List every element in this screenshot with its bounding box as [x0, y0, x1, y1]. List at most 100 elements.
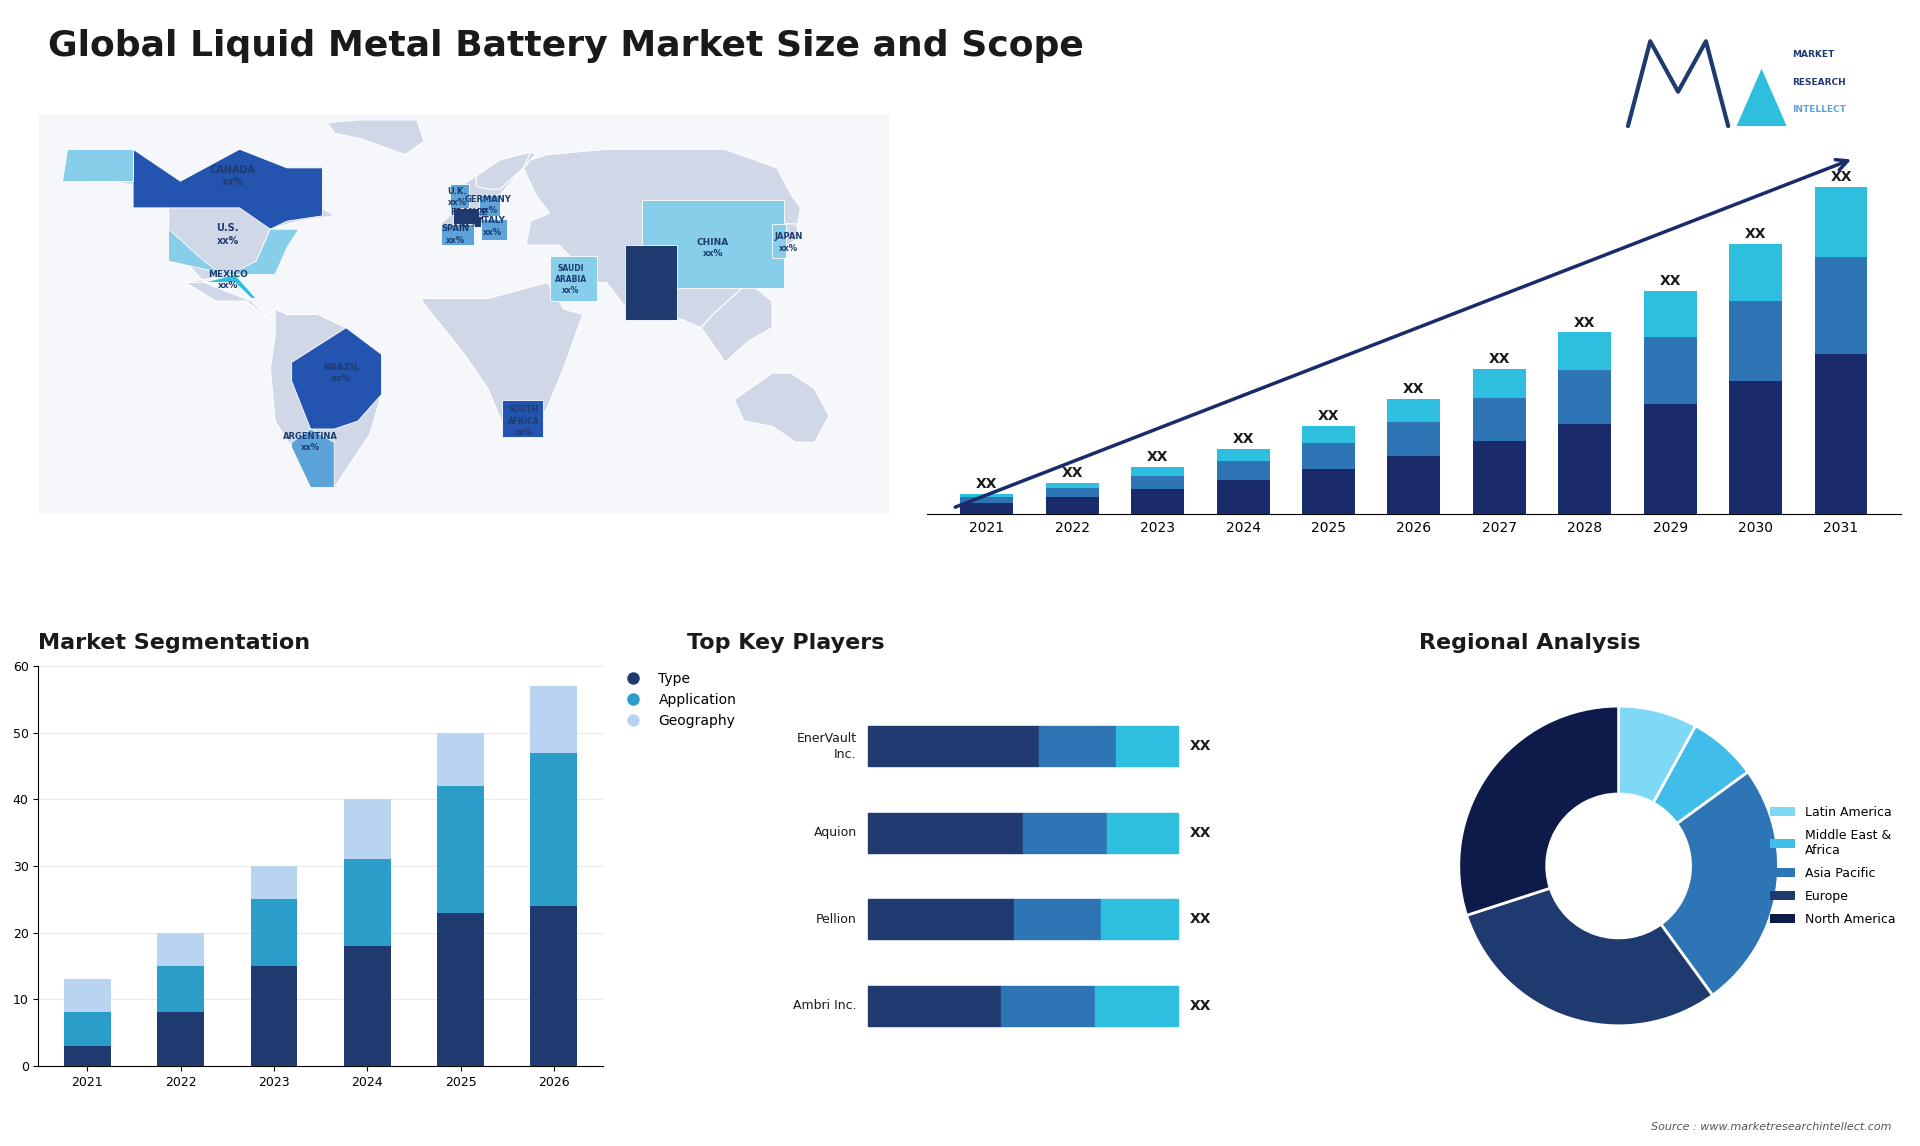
Polygon shape: [549, 256, 597, 301]
Text: XX: XX: [1190, 999, 1212, 1013]
Polygon shape: [61, 149, 132, 181]
Bar: [1388, 455, 1440, 515]
Bar: [1559, 424, 1611, 515]
Bar: [1473, 369, 1526, 398]
Bar: [1814, 354, 1868, 515]
Bar: [868, 813, 1023, 853]
Polygon shape: [292, 429, 334, 487]
Text: XX: XX: [1659, 274, 1680, 288]
Bar: [1039, 727, 1116, 766]
Text: U.K.
xx%: U.K. xx%: [447, 187, 467, 207]
Bar: [1730, 244, 1782, 300]
Bar: [252, 966, 298, 1066]
Polygon shape: [169, 229, 300, 274]
Text: XX: XX: [1830, 170, 1851, 183]
Bar: [1046, 482, 1098, 488]
Text: INDIA
xx%: INDIA xx%: [637, 273, 666, 292]
Bar: [1094, 986, 1179, 1026]
Text: JAPAN
xx%: JAPAN xx%: [774, 233, 803, 252]
Bar: [438, 732, 484, 786]
Polygon shape: [132, 149, 323, 229]
Text: XX: XX: [1190, 739, 1212, 753]
Bar: [960, 503, 1014, 515]
Polygon shape: [478, 195, 499, 215]
Text: Source : www.marketresearchintellect.com: Source : www.marketresearchintellect.com: [1651, 1122, 1891, 1132]
Text: MARKET: MARKET: [1791, 50, 1834, 60]
Text: XX: XX: [1488, 352, 1509, 366]
Bar: [868, 727, 1039, 766]
Bar: [344, 945, 390, 1066]
Bar: [1046, 497, 1098, 515]
Polygon shape: [772, 223, 799, 259]
Polygon shape: [524, 149, 801, 328]
Text: XX: XX: [975, 477, 998, 492]
Bar: [438, 786, 484, 912]
Polygon shape: [733, 374, 829, 442]
Text: FRANCE
xx%: FRANCE xx%: [451, 209, 488, 228]
Bar: [1131, 476, 1185, 489]
Bar: [960, 494, 1014, 497]
Text: XX: XX: [1574, 315, 1596, 330]
Polygon shape: [442, 152, 536, 245]
Bar: [157, 966, 204, 1013]
Bar: [1046, 488, 1098, 497]
Bar: [1730, 300, 1782, 380]
Text: U.S.
xx%: U.S. xx%: [217, 223, 238, 245]
Polygon shape: [184, 274, 255, 298]
Text: XX: XX: [1233, 432, 1254, 446]
Bar: [1644, 337, 1697, 403]
Bar: [1559, 332, 1611, 370]
Text: GERMANY
xx%: GERMANY xx%: [465, 195, 511, 215]
Bar: [868, 900, 1014, 940]
Bar: [63, 979, 111, 1013]
Polygon shape: [701, 282, 772, 362]
Bar: [252, 900, 298, 966]
Text: BRAZIL
xx%: BRAZIL xx%: [323, 363, 359, 383]
Legend: Type, Application, Geography: Type, Application, Geography: [614, 666, 741, 733]
Bar: [1217, 480, 1269, 515]
Polygon shape: [292, 328, 382, 429]
Wedge shape: [1459, 706, 1619, 916]
Polygon shape: [442, 223, 474, 245]
Text: XX: XX: [1745, 227, 1766, 242]
Polygon shape: [772, 223, 787, 259]
Bar: [1644, 403, 1697, 515]
Wedge shape: [1661, 772, 1778, 995]
Text: XX: XX: [1317, 409, 1340, 423]
Bar: [63, 1046, 111, 1066]
Wedge shape: [1619, 706, 1695, 803]
Bar: [1388, 399, 1440, 422]
Text: SPAIN
xx%: SPAIN xx%: [442, 225, 468, 244]
Polygon shape: [641, 199, 783, 288]
Text: CANADA
xx%: CANADA xx%: [209, 165, 255, 187]
Bar: [1023, 813, 1108, 853]
Text: Market Segmentation: Market Segmentation: [38, 634, 311, 653]
Bar: [960, 497, 1014, 503]
Wedge shape: [1467, 888, 1713, 1026]
Text: Pellion: Pellion: [816, 912, 856, 926]
Bar: [1302, 469, 1356, 515]
Polygon shape: [453, 207, 484, 227]
Text: XX: XX: [1062, 465, 1083, 480]
Bar: [157, 1013, 204, 1066]
Bar: [1814, 257, 1868, 354]
Bar: [1302, 444, 1356, 469]
Text: Regional Analysis: Regional Analysis: [1419, 634, 1640, 653]
Bar: [1473, 398, 1526, 441]
Text: XX: XX: [1146, 450, 1169, 464]
Bar: [438, 912, 484, 1066]
Bar: [530, 686, 578, 753]
Text: RESEARCH: RESEARCH: [1791, 78, 1845, 87]
Bar: [1100, 900, 1179, 940]
Text: MEXICO
xx%: MEXICO xx%: [207, 269, 248, 290]
Bar: [530, 906, 578, 1066]
Bar: [1217, 449, 1269, 461]
Bar: [1559, 370, 1611, 424]
Polygon shape: [422, 282, 584, 434]
Bar: [344, 800, 390, 860]
Text: SOUTH
AFRICA
xx%: SOUTH AFRICA xx%: [509, 406, 540, 437]
Bar: [1002, 986, 1094, 1026]
Text: XX: XX: [1190, 912, 1212, 926]
Text: SAUDI
ARABIA
xx%: SAUDI ARABIA xx%: [555, 265, 588, 296]
Bar: [1131, 489, 1185, 515]
